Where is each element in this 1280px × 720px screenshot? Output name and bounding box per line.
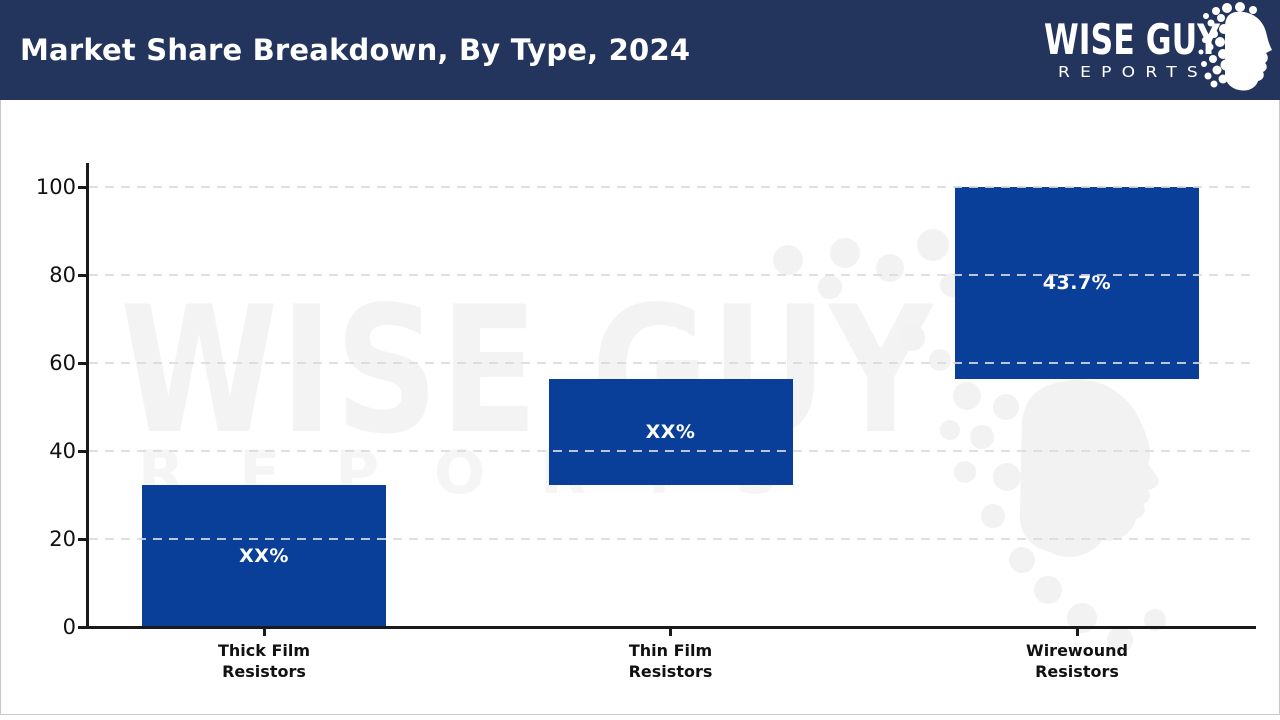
plot-area: WISE GUY REPORTS XX% XX% 43.7% [0, 100, 1280, 715]
category-line: Resistors [628, 662, 713, 681]
x-category-label-wirewound: Wirewound Resistors [947, 640, 1207, 682]
y-axis-line [86, 163, 89, 629]
bar-thick-film-resistors: XX% [142, 484, 386, 627]
bar-thin-film-resistors: XX% [548, 379, 793, 485]
watermark-wordmark: WISE GUY [120, 270, 935, 473]
x-category-label-thick-film: Thick Film Resistors [134, 640, 394, 682]
wiseguy-logo: WISE GUY REPORTS [1044, 2, 1272, 91]
x-tick-mark [262, 629, 266, 636]
gridline-40 [89, 450, 1253, 452]
gridline-60 [89, 362, 1253, 364]
category-line: Wirewound [1026, 641, 1128, 660]
y-tick-label: 20 [49, 527, 76, 551]
y-tick-label: 80 [49, 263, 76, 287]
y-tick-label: 100 [35, 175, 76, 199]
x-tick-mark [669, 629, 672, 636]
y-tick-label: 40 [49, 439, 76, 463]
gridline-100 [89, 186, 1253, 188]
bar-value-label: 43.7% [1042, 272, 1112, 295]
bar-value-label: XX% [239, 544, 289, 567]
category-line: Resistors [1035, 662, 1119, 681]
bar-value-label: XX% [645, 421, 696, 444]
category-line: Thick Film [217, 641, 311, 660]
gridline-20 [89, 538, 1253, 540]
x-tick-mark [1075, 629, 1079, 636]
header-bar: Market Share Breakdown, By Type, 2024 WI… [0, 0, 1280, 100]
x-category-label-thin-film: Thin Film Resistors [541, 640, 801, 682]
logo-wordmark-text: WISE GUY [1044, 15, 1220, 64]
watermark-face-icon [773, 229, 1166, 653]
logo-subtext: REPORTS [1058, 63, 1208, 81]
logo-face-icon [1198, 2, 1272, 91]
chart-title: Market Share Breakdown, By Type, 2024 [20, 33, 691, 67]
x-axis-line [86, 626, 1256, 629]
y-tick-mark [78, 273, 86, 277]
y-tick-label: 0 [62, 615, 76, 639]
y-tick-mark [78, 625, 86, 629]
y-tick-mark [78, 185, 86, 189]
bar-wirewound-resistors: 43.7% [955, 187, 1199, 380]
y-tick-label: 60 [49, 351, 76, 375]
y-tick-mark [78, 537, 86, 541]
category-line: Resistors [222, 662, 306, 681]
y-tick-mark [78, 449, 86, 453]
gridline-80 [89, 274, 1253, 276]
y-tick-mark [78, 361, 86, 365]
category-line: Thin Film [628, 641, 713, 660]
